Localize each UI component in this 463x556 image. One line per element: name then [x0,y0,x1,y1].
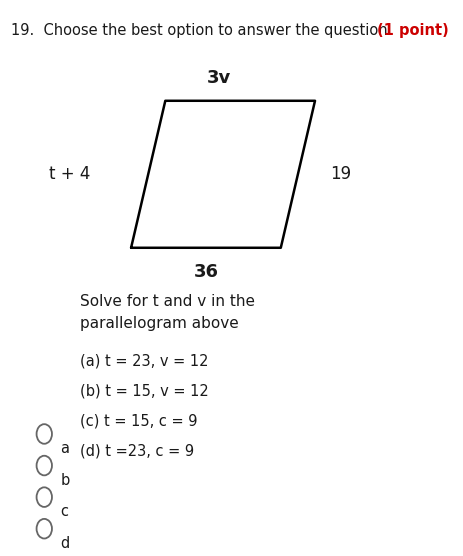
Text: d: d [61,536,70,551]
Text: t + 4: t + 4 [49,165,90,183]
Text: 3v: 3v [206,69,231,87]
Text: 36: 36 [194,263,219,281]
Text: b: b [61,473,70,488]
Text: 19.  Choose the best option to answer the question.: 19. Choose the best option to answer the… [11,23,393,38]
Text: (b) t = 15, v = 12: (b) t = 15, v = 12 [80,384,208,399]
Text: 19: 19 [330,165,351,183]
Text: (c) t = 15, c = 9: (c) t = 15, c = 9 [80,414,197,429]
Text: Solve for t and v in the
parallelogram above: Solve for t and v in the parallelogram a… [80,294,255,331]
Text: (d) t =23, c = 9: (d) t =23, c = 9 [80,444,194,459]
Text: c: c [61,504,69,519]
Text: (1 point): (1 point) [377,23,449,38]
Text: a: a [61,441,69,456]
Text: (a) t = 23, v = 12: (a) t = 23, v = 12 [80,354,208,369]
